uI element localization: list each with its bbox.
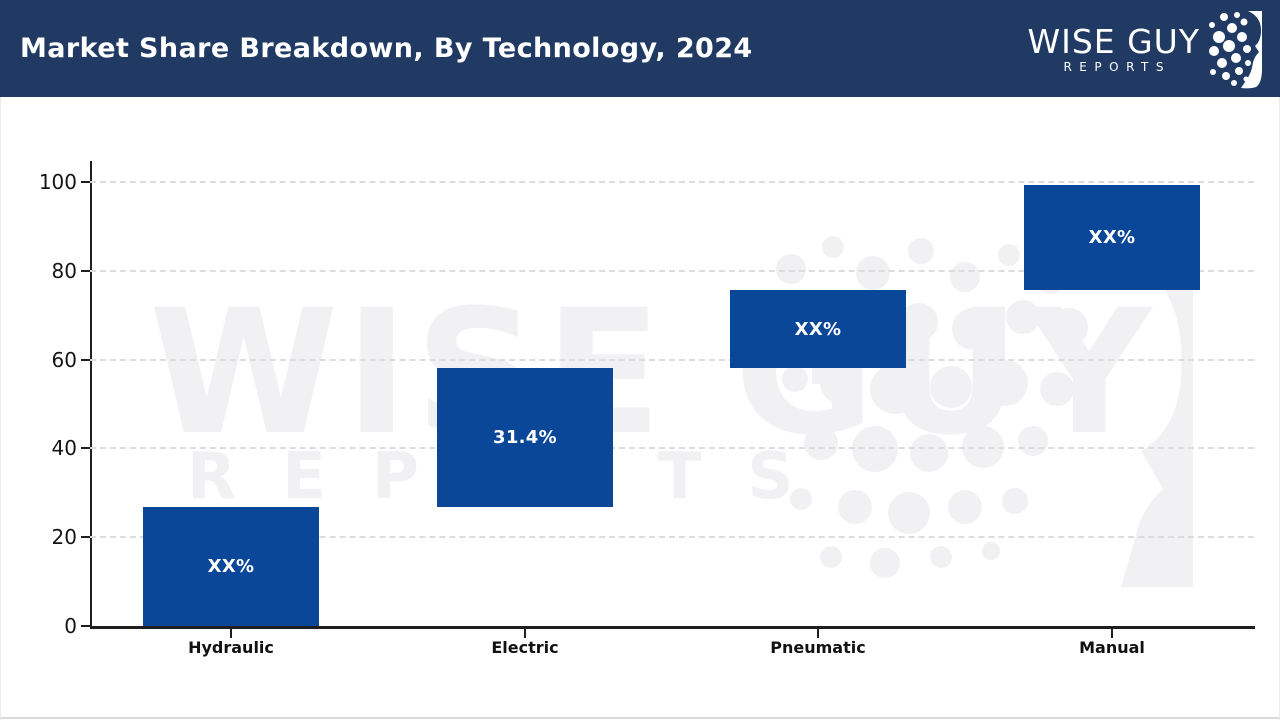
bottom-border	[1, 717, 1279, 719]
y-tick-0	[81, 625, 90, 627]
bar-value-label-manual: XX%	[1088, 226, 1136, 248]
y-tick-label-40: 40	[51, 436, 77, 461]
gridline-60	[90, 358, 1254, 361]
bar-value-label-hydraulic: XX%	[207, 556, 255, 578]
brand-logo: WISE GUY REPORTS	[1027, 9, 1262, 89]
gridline-80	[90, 269, 1254, 272]
gridline-100	[90, 181, 1254, 183]
brand-subname: REPORTS	[1063, 59, 1171, 74]
y-axis-line	[90, 161, 92, 629]
y-tick-60	[81, 358, 90, 361]
y-tick-40	[81, 447, 90, 450]
x-axis-line	[90, 626, 1255, 629]
bar-manual: XX%	[1024, 184, 1200, 291]
x-category-label-pneumatic: Pneumatic	[770, 638, 866, 657]
page-title: Market Share Breakdown, By Technology, 2…	[20, 33, 753, 64]
bar-pneumatic: XX%	[730, 290, 906, 369]
y-tick-label-20: 20	[51, 525, 77, 550]
bar-electric: 31.4%	[437, 368, 613, 508]
x-tick-manual	[1111, 629, 1113, 638]
x-category-label-electric: Electric	[491, 638, 559, 657]
bar-value-label-pneumatic: XX%	[794, 318, 842, 340]
x-category-label-hydraulic: Hydraulic	[188, 638, 274, 657]
gridline-20	[90, 536, 1254, 539]
dotted-head-icon	[1209, 10, 1262, 88]
x-tick-hydraulic	[230, 629, 232, 638]
x-tick-electric	[524, 629, 526, 638]
y-tick-100	[81, 181, 90, 183]
y-tick-label-60: 60	[51, 347, 77, 372]
x-tick-pneumatic	[817, 629, 819, 638]
brand-name: WISE GUY	[1027, 21, 1200, 61]
y-tick-label-100: 100	[38, 170, 77, 194]
y-tick-20	[81, 536, 90, 539]
header-bar: Market Share Breakdown, By Technology, 2…	[0, 0, 1280, 97]
gridline-40	[90, 447, 1254, 450]
plot-area: 0 20 40 60 80 100 XX% Hydraulic 31.4% Electric XX%…	[1, 97, 1279, 720]
bar-value-label-electric: 31.4%	[493, 427, 557, 449]
chart-body: WISE GUY REPORTS	[0, 97, 1280, 720]
brand-logo-text: WISE GUY REPORTS	[1027, 25, 1200, 73]
bar-hydraulic: XX%	[143, 507, 319, 626]
y-tick-80	[81, 269, 90, 272]
x-category-label-manual: Manual	[1079, 638, 1145, 657]
y-tick-label-0: 0	[64, 614, 77, 638]
y-tick-label-80: 80	[51, 258, 77, 283]
